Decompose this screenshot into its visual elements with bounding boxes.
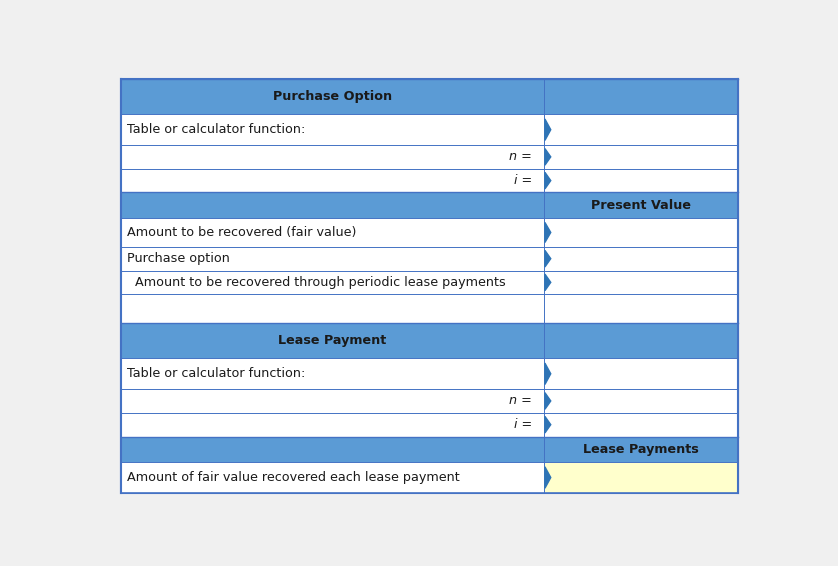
Bar xyxy=(544,436,738,462)
Polygon shape xyxy=(545,467,551,488)
Bar xyxy=(121,79,544,114)
Text: Present Value: Present Value xyxy=(591,199,691,212)
Bar xyxy=(121,169,544,192)
Bar xyxy=(544,294,738,323)
Text: n =: n = xyxy=(510,395,532,408)
Bar xyxy=(544,79,738,114)
Bar xyxy=(121,145,544,169)
Bar xyxy=(121,192,544,218)
Bar xyxy=(544,462,738,493)
Bar xyxy=(121,323,544,358)
Bar xyxy=(121,358,544,389)
Bar xyxy=(121,114,544,145)
Bar xyxy=(544,271,738,294)
Polygon shape xyxy=(545,417,551,433)
Polygon shape xyxy=(545,172,551,189)
Text: Table or calculator function:: Table or calculator function: xyxy=(127,367,306,380)
Bar xyxy=(121,389,544,413)
Polygon shape xyxy=(545,393,551,409)
Text: Lease Payments: Lease Payments xyxy=(583,443,699,456)
Bar xyxy=(121,462,544,493)
Text: Amount to be recovered through periodic lease payments: Amount to be recovered through periodic … xyxy=(135,276,506,289)
Bar xyxy=(544,192,738,218)
Polygon shape xyxy=(545,149,551,165)
Bar xyxy=(544,247,738,271)
Bar xyxy=(544,413,738,436)
Bar xyxy=(121,271,544,294)
Polygon shape xyxy=(545,119,551,140)
Bar xyxy=(544,169,738,192)
Text: Amount of fair value recovered each lease payment: Amount of fair value recovered each leas… xyxy=(127,471,460,484)
Bar xyxy=(544,145,738,169)
Bar xyxy=(121,294,544,323)
Bar xyxy=(121,436,544,462)
Bar xyxy=(544,389,738,413)
Text: i =: i = xyxy=(514,174,532,187)
Polygon shape xyxy=(545,274,551,291)
Text: Lease Payment: Lease Payment xyxy=(278,334,386,347)
Bar xyxy=(544,323,738,358)
Text: i =: i = xyxy=(514,418,532,431)
Bar xyxy=(544,358,738,389)
Text: Table or calculator function:: Table or calculator function: xyxy=(127,123,306,136)
Bar xyxy=(121,413,544,436)
Bar xyxy=(544,114,738,145)
Polygon shape xyxy=(545,222,551,242)
Bar xyxy=(121,247,544,271)
Text: Purchase Option: Purchase Option xyxy=(272,90,392,103)
Bar xyxy=(121,218,544,247)
Polygon shape xyxy=(545,363,551,384)
Text: n =: n = xyxy=(510,151,532,164)
Text: Purchase option: Purchase option xyxy=(127,252,230,265)
Polygon shape xyxy=(545,250,551,267)
Bar xyxy=(544,218,738,247)
Text: Amount to be recovered (fair value): Amount to be recovered (fair value) xyxy=(127,226,357,239)
